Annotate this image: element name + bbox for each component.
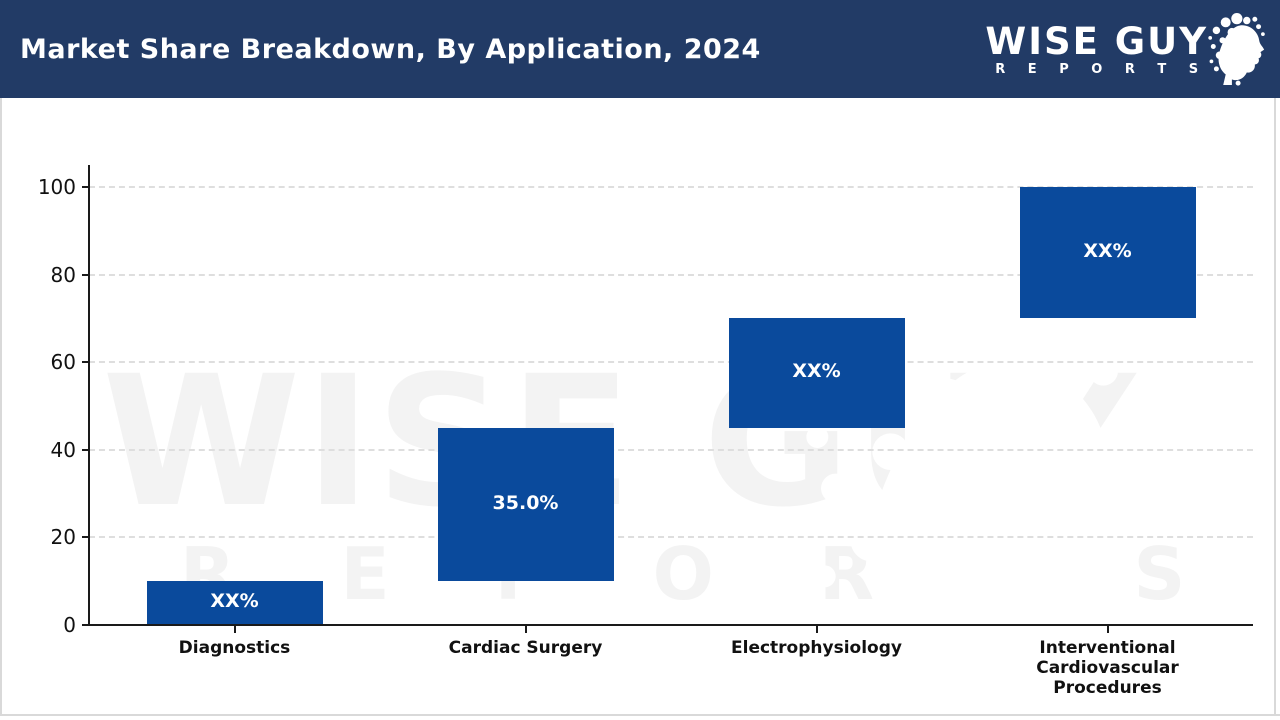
x-category-label: Interventional Cardiovascular Procedures	[1036, 638, 1179, 699]
bar-value-label: 35.0%	[492, 491, 559, 514]
y-tick-label: 80	[50, 262, 76, 287]
y-tick-label: 40	[50, 437, 76, 462]
header-bar: Market Share Breakdown, By Application, …	[0, 0, 1280, 98]
logo-subtitle: R E P O R T S	[995, 61, 1208, 77]
bar-3: XX%	[1019, 187, 1196, 319]
y-tick-mark	[82, 186, 89, 188]
x-tick-mark	[233, 625, 236, 633]
y-tick-mark	[82, 448, 89, 451]
y-tick-mark	[82, 273, 89, 276]
wise-guy-reports-logo: WISE GUY R E P O R T S	[985, 6, 1266, 92]
x-tick-mark	[524, 625, 527, 633]
y-tick-label: 60	[50, 350, 76, 375]
y-tick-label: 20	[50, 525, 76, 550]
y-tick-label: 100	[37, 175, 76, 199]
gridline-y-100	[89, 186, 1253, 188]
bar-2: XX%	[728, 318, 905, 428]
bottom-divider	[0, 714, 1280, 716]
dotted-head-icon	[1208, 13, 1265, 86]
bar-0: XX%	[146, 581, 323, 625]
y-axis-spine	[88, 165, 90, 625]
gridline-y-20	[89, 536, 1253, 539]
logo-wordmark: WISE GUY	[985, 19, 1208, 63]
x-category-label: Electrophysiology	[731, 638, 902, 658]
y-tick-mark	[82, 536, 89, 539]
gridline-y-60	[89, 361, 1253, 364]
gridline-y-80	[89, 273, 1253, 276]
bar-value-label: XX%	[210, 590, 259, 613]
y-tick-label: 0	[63, 613, 76, 637]
page-title: Market Share Breakdown, By Application, …	[20, 33, 761, 65]
x-tick-mark	[815, 625, 818, 633]
logo-text: WISE GUY R E P O R T S	[985, 23, 1208, 76]
x-category-label: Cardiac Surgery	[448, 638, 603, 658]
bar-1: 35.0%	[437, 427, 614, 582]
x-category-label: Diagnostics	[178, 638, 291, 658]
y-tick-mark	[82, 624, 89, 626]
bar-value-label: XX%	[792, 360, 841, 383]
x-tick-mark	[1106, 625, 1109, 633]
bar-value-label: XX%	[1083, 239, 1132, 262]
gridline-y-40	[89, 448, 1253, 451]
x-axis-spine	[88, 624, 1253, 626]
y-tick-mark	[82, 361, 89, 364]
